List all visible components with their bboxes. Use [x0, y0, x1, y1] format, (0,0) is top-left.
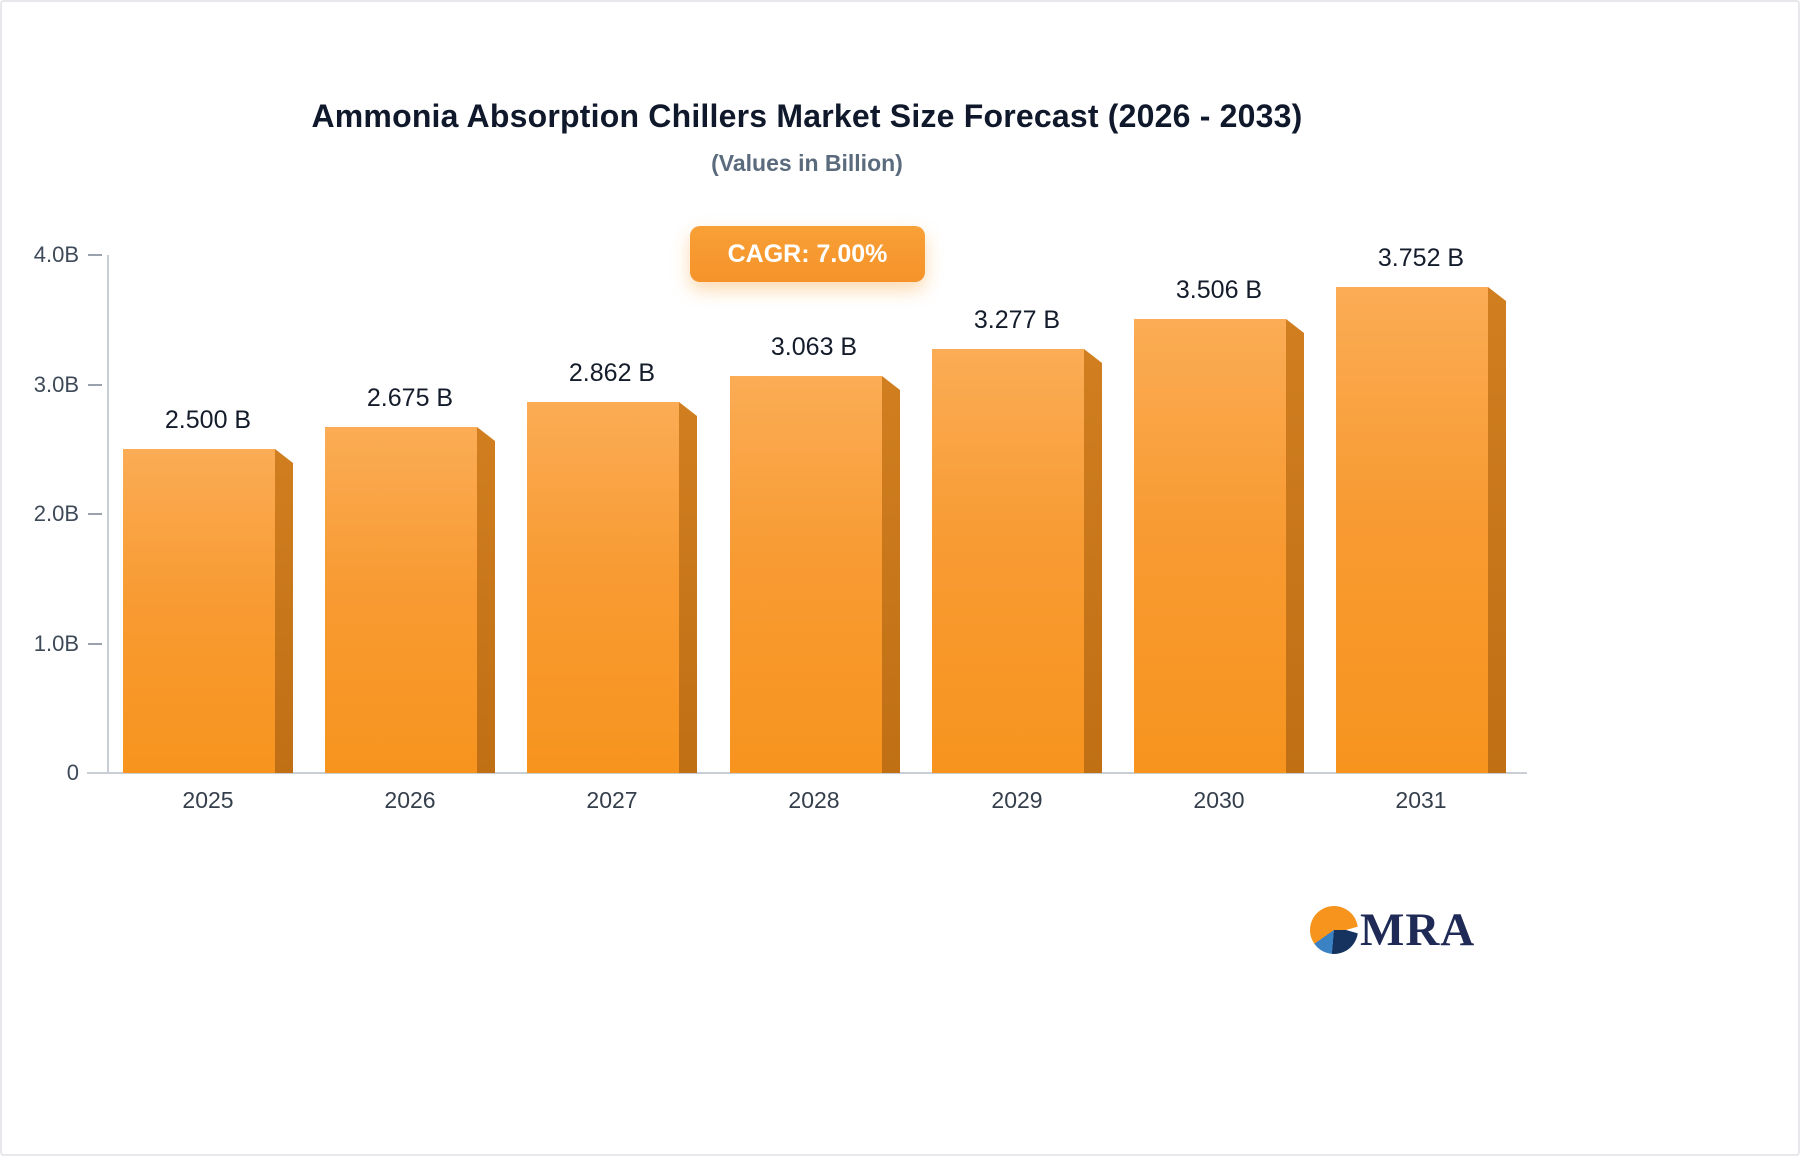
bar-face: [527, 402, 679, 773]
y-axis: 0 1.0B 2.0B 3.0B 4.0B: [2, 242, 107, 785]
x-tick-label: 2025: [182, 787, 234, 813]
bar-2030[interactable]: [1134, 319, 1304, 773]
bar-face: [1134, 319, 1286, 773]
bar-side: [275, 449, 293, 773]
y-tick: 4.0B: [21, 241, 107, 269]
x-tick-label: 2026: [384, 787, 436, 813]
x-tick-label: 2027: [586, 787, 638, 813]
x-tick-label: 2029: [991, 787, 1043, 813]
brand-logo-text: MRA: [1360, 904, 1476, 956]
cagr-badge: CAGR: 7.00%: [690, 226, 925, 282]
bar-2028[interactable]: [730, 376, 900, 773]
bar-side: [1488, 287, 1506, 773]
y-tick: 1.0B: [21, 630, 107, 658]
bar-value-label: 2.675 B: [366, 384, 454, 412]
bar-2031[interactable]: [1336, 287, 1506, 773]
x-tick-label: 2030: [1193, 787, 1245, 813]
bar-face: [1336, 287, 1488, 773]
bar-face: [932, 349, 1084, 773]
chart-subtitle: (Values in Billion): [711, 150, 903, 176]
bar-2026[interactable]: [325, 427, 495, 773]
bar-side: [882, 376, 900, 773]
plot-area: 2.500 B 2025 2.675 B 2026 2.862 B 2027 3.063 B…: [87, 244, 1527, 813]
y-tick-label: 4.0B: [33, 242, 79, 267]
x-tick-label: 2028: [788, 787, 840, 813]
bar-value-label: 2.862 B: [568, 359, 656, 387]
bar-side: [1084, 349, 1102, 773]
y-tick-label: 1.0B: [33, 631, 79, 656]
y-tick-mark: [88, 254, 102, 256]
y-tick-mark: [88, 384, 102, 386]
y-tick-label: 3.0B: [33, 372, 79, 397]
bar-2025[interactable]: [123, 449, 293, 773]
bar-value-label: 3.063 B: [770, 333, 858, 361]
x-axis-line: [87, 772, 1527, 774]
y-tick-label: 2.0B: [33, 501, 79, 526]
bar-side: [477, 427, 495, 773]
bar-face: [730, 376, 882, 773]
chart-title: Ammonia Absorption Chillers Market Size …: [311, 98, 1303, 134]
y-tick-label: 0: [66, 760, 79, 785]
x-tick-label: 2031: [1395, 787, 1447, 813]
y-tick: 3.0B: [21, 371, 107, 399]
bar-value-label: 2.500 B: [164, 406, 252, 434]
bar-side: [1286, 319, 1304, 773]
bar-face: [123, 449, 275, 773]
y-tick-mark: [88, 513, 102, 515]
y-axis-line: [107, 255, 109, 773]
pie-logo-icon: [1310, 906, 1358, 954]
bar-value-label: 3.506 B: [1175, 276, 1263, 304]
bar-value-label: 3.752 B: [1377, 244, 1465, 272]
y-tick: 2.0B: [21, 500, 107, 528]
bar-2027[interactable]: [527, 402, 697, 773]
brand-logo: MRA: [1310, 903, 1475, 957]
bar-face: [325, 427, 477, 773]
y-tick-mark: [88, 643, 102, 645]
bar-side: [679, 402, 697, 773]
bar-value-label: 3.277 B: [973, 306, 1061, 334]
bar-2029[interactable]: [932, 349, 1102, 773]
